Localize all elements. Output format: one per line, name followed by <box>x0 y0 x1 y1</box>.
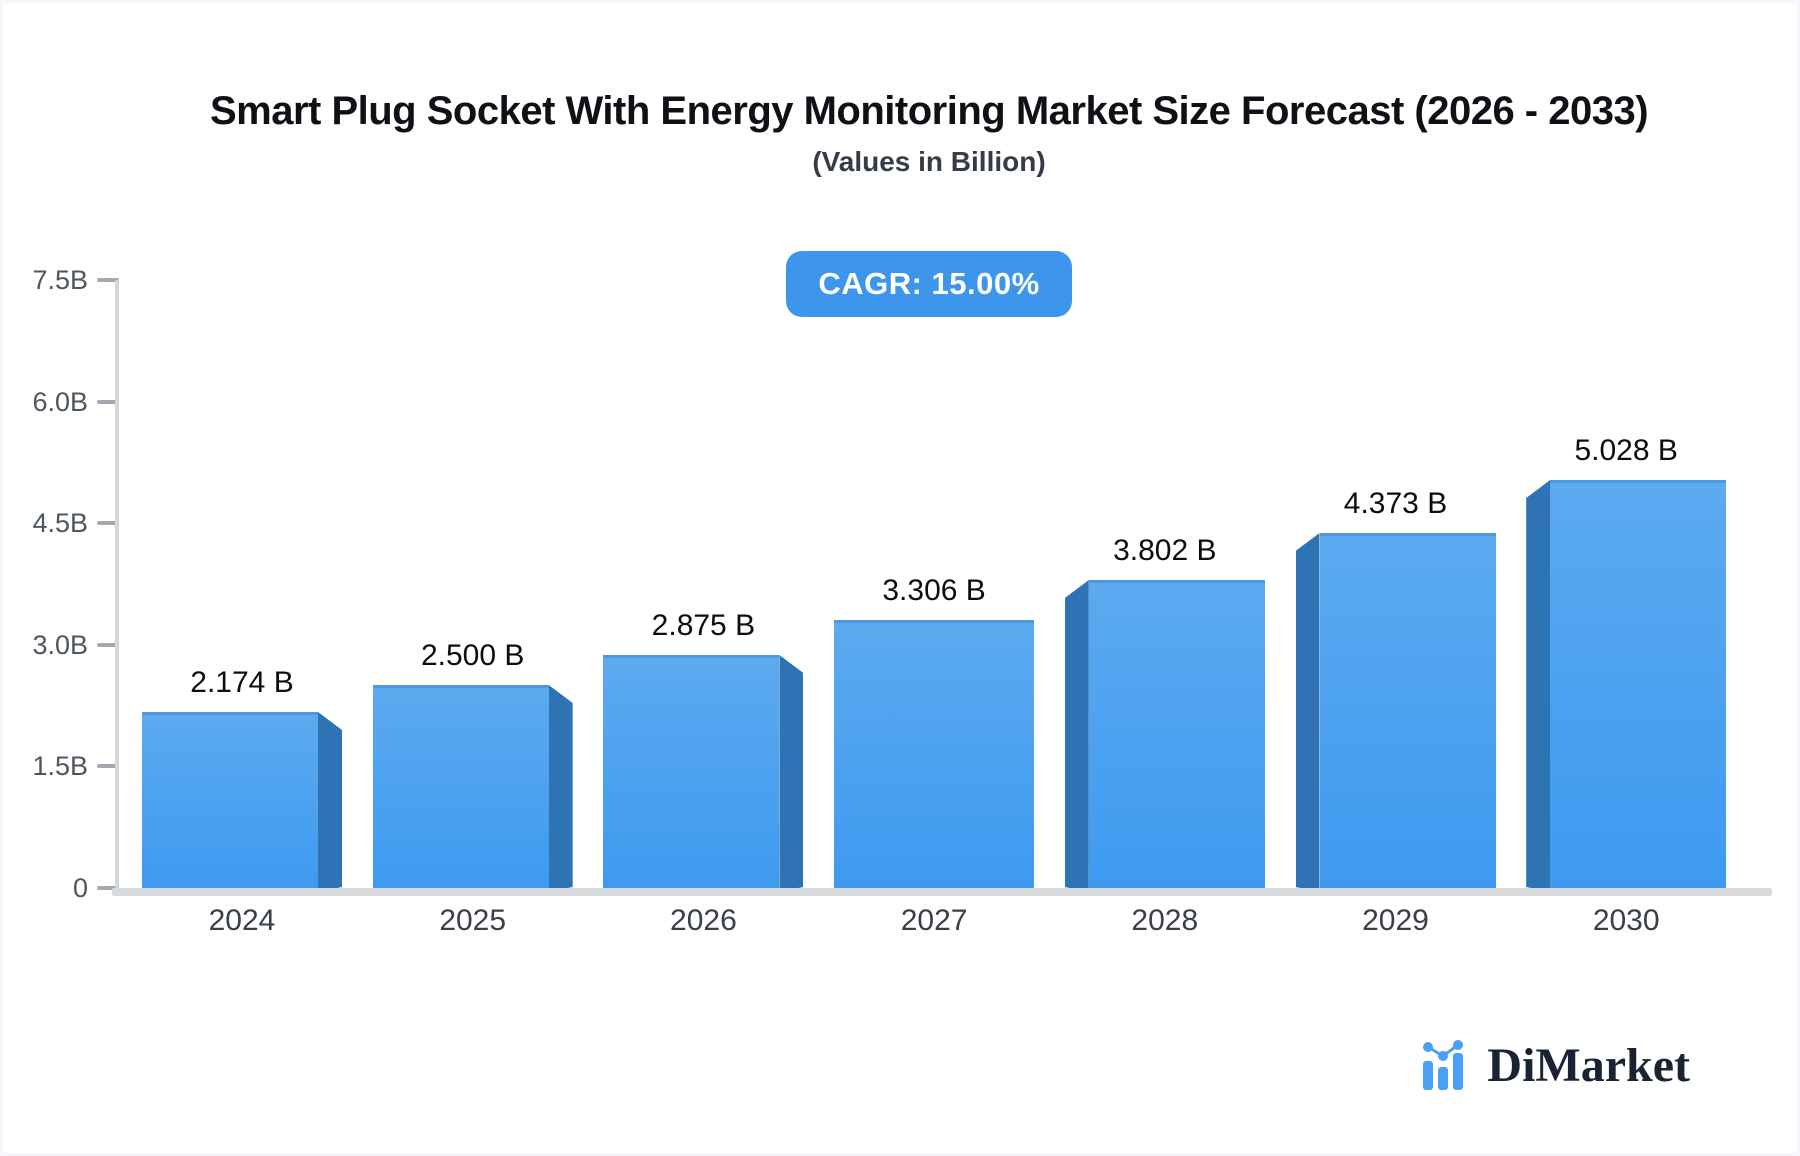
chart-header: Smart Plug Socket With Energy Monitoring… <box>58 88 1800 178</box>
y-tick-mark <box>97 642 119 647</box>
x-axis-label: 2025 <box>439 904 507 937</box>
y-axis-line <box>115 280 119 892</box>
brand-name: DiMarket <box>1487 1039 1690 1092</box>
cagr-badge: CAGR: 15.00% <box>786 251 1072 317</box>
bar-side <box>1526 480 1550 892</box>
bar-value-label: 4.373 B <box>1343 487 1448 520</box>
x-axis-label: 2026 <box>670 904 737 937</box>
bar-front <box>1550 480 1727 892</box>
x-axis-label: 2029 <box>1362 904 1429 937</box>
y-axis-label: 0 <box>72 873 88 903</box>
y-tick-mark <box>97 278 119 282</box>
bar-front <box>603 655 780 892</box>
bar-front <box>372 685 549 892</box>
bar-value-label: 2.174 B <box>190 666 294 699</box>
y-tick-mark <box>97 399 119 404</box>
x-axis-baseline <box>112 888 1772 896</box>
cagr-badge-row: CAGR: 15.00% <box>58 251 1800 317</box>
chart-subtitle: (Values in Billion) <box>812 146 1046 177</box>
bar-value-label: 3.802 B <box>1113 534 1217 567</box>
x-axis-label: 2028 <box>1131 904 1199 937</box>
x-axis-label: 2027 <box>900 904 968 937</box>
y-tick-mark <box>97 886 119 890</box>
y-axis-label: 1.5B <box>32 751 88 782</box>
bar-value-label: 2.500 B <box>420 639 525 672</box>
y-axis-label: 3.0B <box>32 629 88 660</box>
bar-front <box>834 620 1035 892</box>
bar-value-label: 3.306 B <box>882 574 986 607</box>
bar-value-label: 5.028 B <box>1574 434 1678 467</box>
y-tick-mark <box>97 521 119 526</box>
dimarket-logo-icon <box>1423 1040 1464 1090</box>
bar-front <box>1088 580 1265 892</box>
x-axis-label: 2024 <box>208 904 276 937</box>
bar-side <box>1065 580 1089 892</box>
y-axis-label: 7.5B <box>32 265 88 295</box>
x-axis-label: 2030 <box>1592 904 1660 937</box>
bar-side <box>779 655 803 892</box>
bar-front <box>142 712 318 892</box>
y-axis-label: 4.5B <box>32 508 88 539</box>
bar-side <box>1296 533 1320 892</box>
bar-side <box>549 685 573 892</box>
bar-side <box>318 712 342 892</box>
bar-front <box>1319 533 1496 892</box>
y-axis-label: 6.0B <box>32 386 88 417</box>
bar-value-label: 2.875 B <box>651 609 756 642</box>
brand-logo: DiMarket <box>1421 1040 1690 1090</box>
chart-title: Smart Plug Socket With Energy Monitoring… <box>209 89 1649 133</box>
y-tick-mark <box>97 764 119 769</box>
